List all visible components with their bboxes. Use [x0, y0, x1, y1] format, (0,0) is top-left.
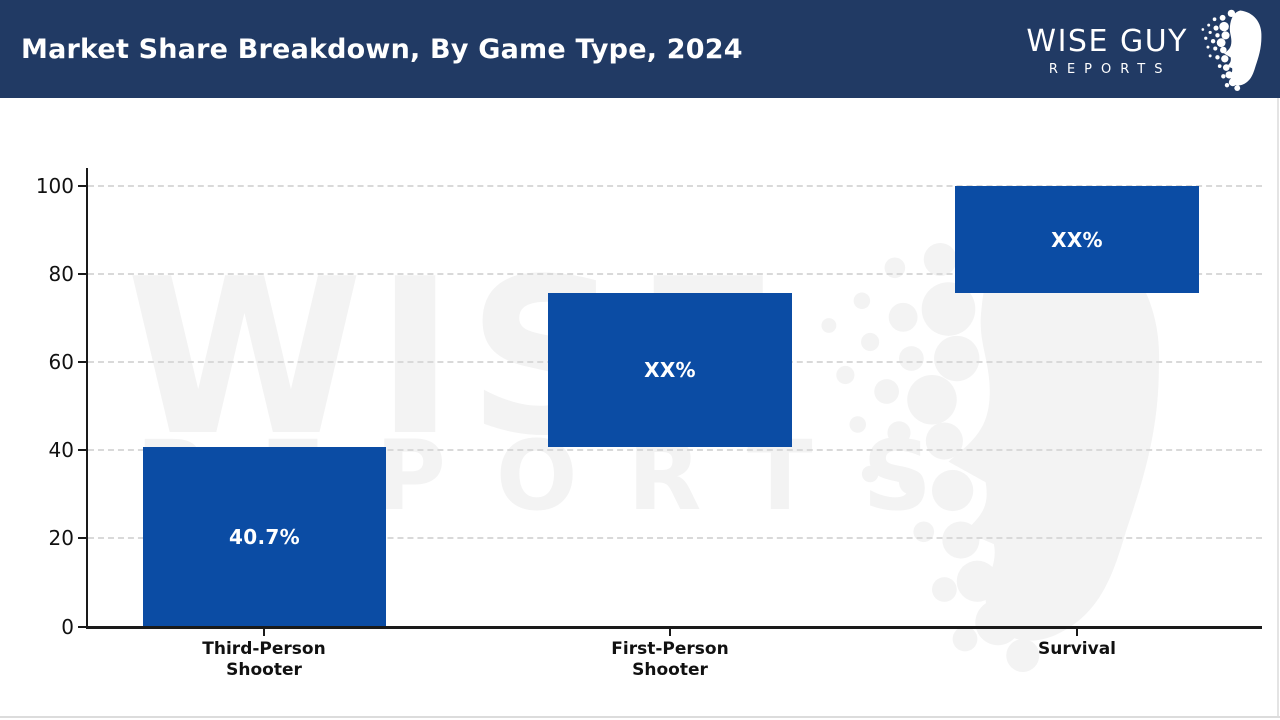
wiseguy-logo: WISE GUY REPORTS [1026, 8, 1264, 92]
x-category-label-survival: Survival [967, 639, 1187, 660]
category-line2: Shooter [226, 660, 302, 680]
gridline-40 [88, 449, 1262, 451]
x-category-label-first-person-shooter: First-Person Shooter [560, 639, 780, 681]
category-line2: Shooter [632, 660, 708, 680]
logo-wordmark: WISE GUY REPORTS [1026, 24, 1188, 77]
y-tick-label: 80 [48, 262, 74, 286]
bar-first-person-shooter: XX% [548, 293, 792, 447]
y-tick-mark [78, 185, 86, 187]
y-tick-label: 100 [35, 174, 74, 198]
category-line1: First-Person [611, 639, 729, 659]
gridline-80 [88, 273, 1262, 275]
header-bar: Market Share Breakdown, By Game Type, 20… [0, 0, 1280, 98]
page-title: Market Share Breakdown, By Game Type, 20… [21, 33, 743, 65]
y-tick-label: 60 [48, 350, 74, 374]
x-tick-mark [263, 629, 265, 636]
bar-value-label: 40.7% [229, 525, 300, 549]
right-border-line [1277, 98, 1279, 716]
bar-value-label: XX% [644, 358, 696, 382]
y-tick-mark [78, 537, 86, 539]
x-tick-mark [669, 629, 671, 636]
y-tick-mark [78, 449, 86, 451]
logo-subtitle: REPORTS [1048, 61, 1172, 77]
y-tick-label: 40 [48, 438, 74, 462]
wiseguy-face-icon [1190, 9, 1264, 91]
logo-title: WISE GUY [1026, 23, 1188, 59]
bar-third-person-shooter: 40.7% [143, 447, 386, 627]
x-axis-line [86, 626, 1262, 629]
gridline-100 [88, 185, 1262, 187]
category-line1: Survival [1037, 639, 1117, 659]
category-line1: Third-Person [202, 639, 326, 659]
y-axis-line [86, 168, 88, 628]
gridline-20 [88, 537, 1262, 539]
y-tick-mark [78, 361, 86, 363]
y-tick-label: 0 [61, 615, 74, 639]
bar-survival: XX% [955, 186, 1199, 293]
y-tick-label: 20 [48, 526, 74, 550]
bar-value-label: XX% [1051, 227, 1103, 252]
bottom-border-line [0, 716, 1280, 718]
x-category-label-third-person-shooter: Third-Person Shooter [154, 639, 374, 681]
x-tick-mark [1076, 629, 1078, 636]
y-tick-mark [78, 626, 86, 628]
y-tick-mark [78, 273, 86, 275]
